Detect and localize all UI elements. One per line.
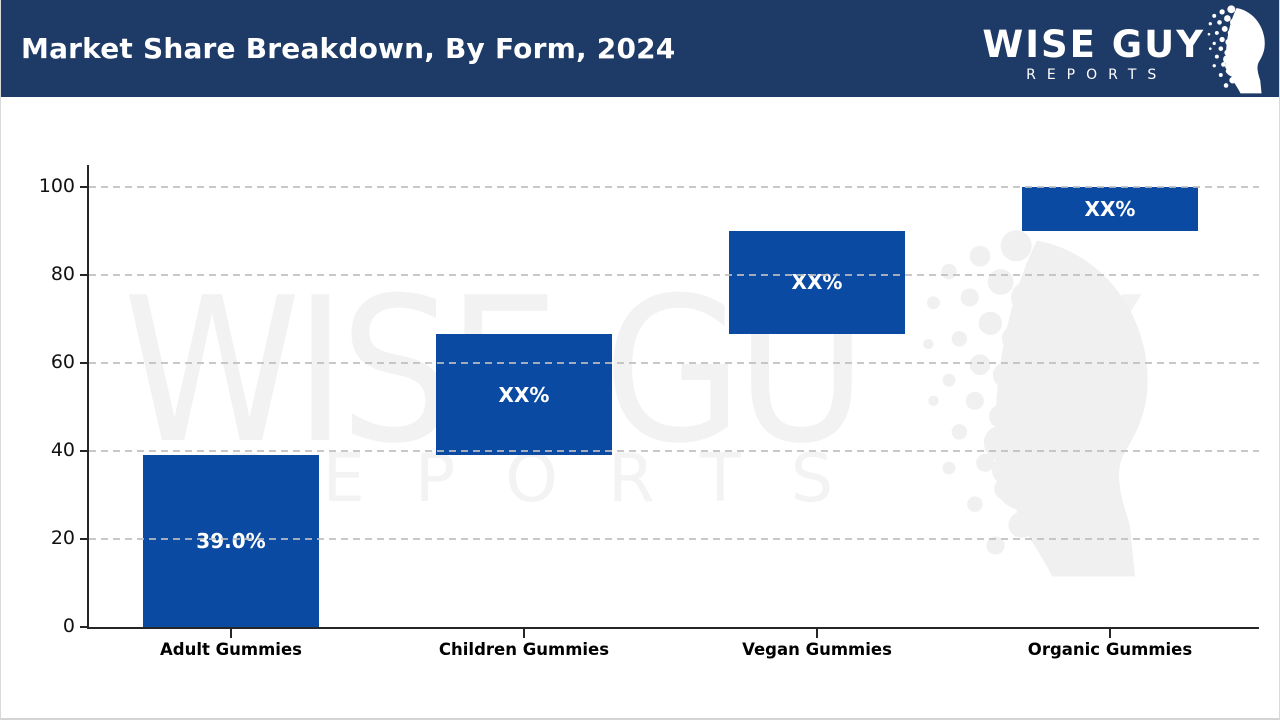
y-tick-mark [80, 186, 88, 188]
header-bar: Market Share Breakdown, By Form, 2024 WI… [1, 0, 1279, 97]
y-tick-label: 0 [62, 615, 75, 637]
x-tick-mark [1109, 629, 1111, 638]
y-tick-mark [80, 626, 88, 628]
y-tick-label: 40 [50, 439, 75, 461]
bar-value-label: 39.0% [196, 529, 266, 554]
watermark-text-sub: REPORTS [226, 439, 884, 517]
y-tick-label: 60 [50, 351, 75, 373]
x-axis-line [87, 627, 1259, 629]
y-tick-mark [80, 450, 88, 452]
grid-line-40 [89, 450, 1259, 452]
bar-children-gummies: XX% [436, 333, 612, 456]
y-tick-label: 100 [38, 175, 75, 197]
x-category-label: Organic Gummies [1027, 640, 1193, 659]
brand-logo: WISE GUY REPORTS [982, 5, 1271, 96]
logo-wordmark: WISE GUY REPORTS [982, 26, 1205, 83]
y-tick-mark [80, 362, 88, 364]
bar-adult-gummies: 39.0% [143, 455, 319, 627]
grid-line-100 [89, 186, 1259, 188]
y-tick-label: 80 [50, 263, 75, 285]
grid-line-80 [89, 274, 1259, 276]
x-tick-mark [523, 629, 525, 638]
x-tick-mark [816, 629, 818, 638]
bar-value-label: XX% [498, 382, 550, 407]
logo-wordmark-main: WISE GUY [982, 22, 1205, 66]
logo-wordmark-sub: REPORTS [1026, 66, 1168, 83]
x-tick-mark [230, 629, 232, 638]
y-axis-line [87, 165, 89, 629]
bar-value-label: XX% [1084, 197, 1136, 221]
x-category-label: Children Gummies [438, 640, 610, 659]
x-category-label: Adult Gummies [160, 640, 302, 659]
y-tick-mark [80, 538, 88, 540]
bar-vegan-gummies: XX% [729, 231, 905, 334]
y-tick-label: 20 [50, 527, 75, 549]
bar-organic-gummies: XX% [1022, 187, 1198, 231]
page-title: Market Share Breakdown, By Form, 2024 [21, 32, 676, 65]
plot-area: 39.0% XX% XX% XX% 0 20 40 60 80 100 Adult Gummie… [1, 97, 1279, 718]
y-tick-mark [80, 274, 88, 276]
x-category-label: Vegan Gummies [742, 640, 892, 659]
grid-line-60 [89, 362, 1259, 364]
grid-line-20 [89, 538, 1259, 540]
logo-head-dots-icon [1207, 5, 1265, 94]
